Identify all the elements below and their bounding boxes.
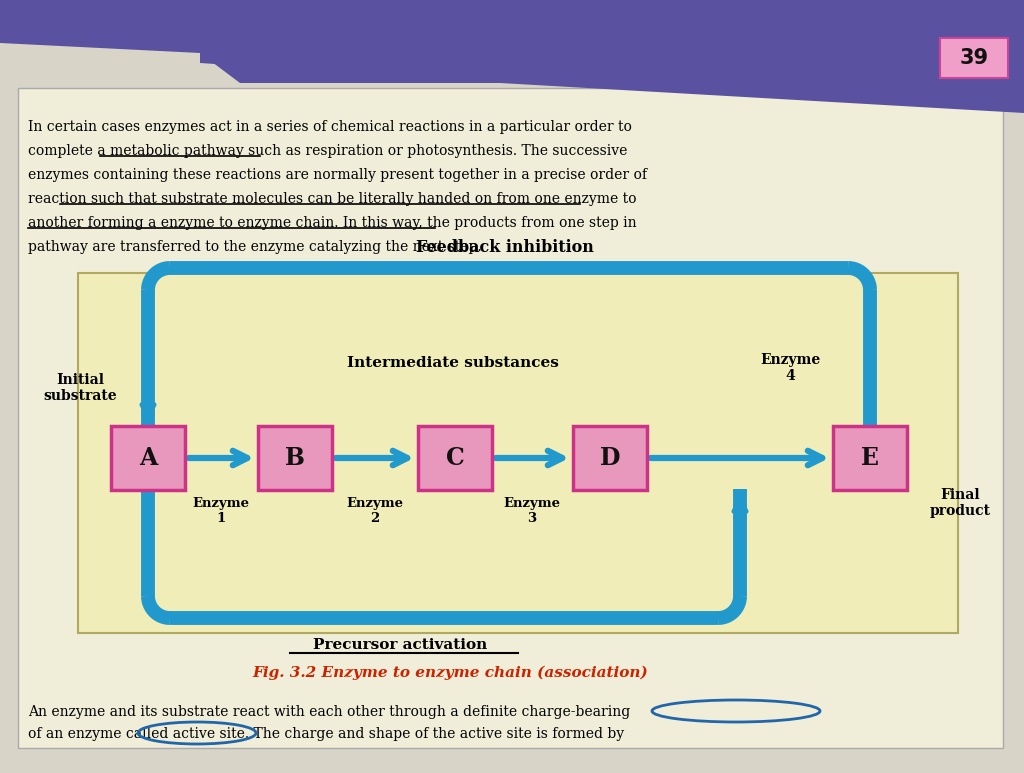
Text: Enzyme
3: Enzyme 3 xyxy=(504,497,560,525)
FancyBboxPatch shape xyxy=(940,38,1008,78)
FancyBboxPatch shape xyxy=(18,88,1002,748)
Text: Enzyme
4: Enzyme 4 xyxy=(760,353,820,383)
Text: In certain cases enzymes act in a series of chemical reactions in a particular o: In certain cases enzymes act in a series… xyxy=(28,120,632,134)
FancyBboxPatch shape xyxy=(573,426,647,490)
Text: Fig. 3.2 Enzyme to enzyme chain (association): Fig. 3.2 Enzyme to enzyme chain (associa… xyxy=(252,666,648,680)
Text: Precursor activation: Precursor activation xyxy=(313,638,487,652)
FancyBboxPatch shape xyxy=(111,426,185,490)
Polygon shape xyxy=(0,0,1024,83)
Text: E: E xyxy=(861,446,879,470)
Text: Enzyme
2: Enzyme 2 xyxy=(346,497,403,525)
FancyBboxPatch shape xyxy=(78,273,958,633)
Text: An enzyme and its substrate react with each other through a definite charge-bear: An enzyme and its substrate react with e… xyxy=(28,705,630,719)
Text: enzymes containing these reactions are normally present together in a precise or: enzymes containing these reactions are n… xyxy=(28,168,647,182)
Polygon shape xyxy=(200,0,1024,113)
Text: C: C xyxy=(445,446,464,470)
Text: B: B xyxy=(285,446,305,470)
Text: complete a metabolic pathway such as respiration or photosynthesis. The successi: complete a metabolic pathway such as res… xyxy=(28,144,628,158)
Text: of an enzyme called active site. The charge and shape of the active site is form: of an enzyme called active site. The cha… xyxy=(28,727,624,741)
Text: Intermediate substances: Intermediate substances xyxy=(347,356,559,370)
Text: Final
product: Final product xyxy=(930,488,990,518)
Text: another forming a enzyme to enzyme chain. In this way, the products from one ste: another forming a enzyme to enzyme chain… xyxy=(28,216,637,230)
FancyBboxPatch shape xyxy=(833,426,907,490)
Text: 39: 39 xyxy=(959,48,988,68)
FancyBboxPatch shape xyxy=(418,426,492,490)
Text: pathway are transferred to the enzyme catalyzing the next step.: pathway are transferred to the enzyme ca… xyxy=(28,240,481,254)
FancyBboxPatch shape xyxy=(258,426,332,490)
Text: Feedback inhibition: Feedback inhibition xyxy=(416,240,594,257)
Text: A: A xyxy=(139,446,158,470)
Text: Initial
substrate: Initial substrate xyxy=(43,373,117,403)
Text: D: D xyxy=(600,446,621,470)
Text: reaction such that substrate molecules can be literally handed on from one enzym: reaction such that substrate molecules c… xyxy=(28,192,637,206)
Text: Enzyme
1: Enzyme 1 xyxy=(193,497,250,525)
